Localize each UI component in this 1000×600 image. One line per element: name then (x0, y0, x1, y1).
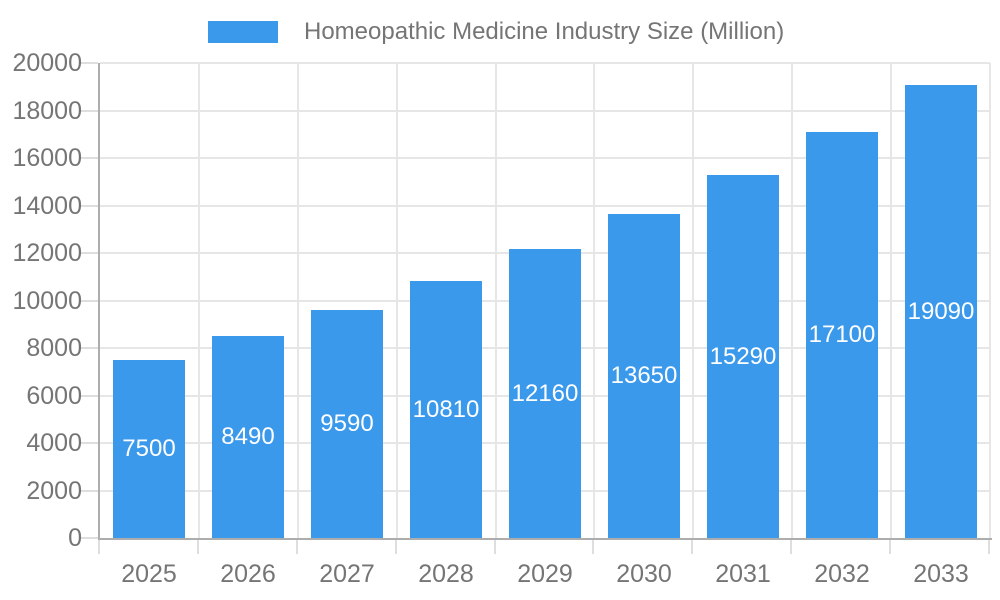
y-axis-tick (80, 442, 98, 444)
y-axis-tick (80, 205, 98, 207)
plot-area: 7500 8490 9590 10810 12160 13650 15290 17100 190… (100, 62, 991, 538)
x-axis-tick-label: 2025 (121, 560, 177, 588)
gridline-vertical (495, 63, 497, 538)
gridline-vertical (791, 63, 793, 538)
bar: 13650 (608, 214, 680, 538)
bar-value-label: 13650 (610, 362, 678, 389)
bar-value-label: 15290 (709, 342, 777, 370)
y-axis-line (98, 63, 100, 540)
x-axis-tick (889, 540, 891, 554)
legend-label: Homeopathic Medicine Industry Size (Mill… (304, 18, 785, 45)
y-axis-tick-label: 2000 (26, 477, 82, 505)
y-axis-tick-label: 6000 (26, 382, 82, 410)
bar: 19090 (905, 85, 977, 538)
x-axis-tick (988, 540, 990, 554)
y-axis-tick-label: 16000 (12, 144, 82, 172)
x-axis-tick (98, 540, 100, 554)
bar: 9590 (311, 310, 383, 538)
gridline-horizontal (100, 62, 990, 64)
gridline-horizontal (100, 205, 990, 207)
y-axis-tick-label: 10000 (12, 287, 82, 315)
y-axis-tick-label: 0 (68, 524, 82, 552)
bar-value-label: 17100 (808, 321, 876, 348)
x-axis-tick-label: 2033 (913, 560, 969, 588)
y-axis-tick-label: 4000 (26, 429, 82, 457)
gridline-horizontal (100, 110, 990, 112)
y-axis-tick-label: 18000 (12, 97, 82, 125)
x-axis-tick-label: 2026 (220, 560, 276, 588)
y-axis-tick (80, 62, 98, 64)
bar: 15290 (707, 175, 779, 538)
x-axis-tick-label: 2030 (616, 560, 672, 588)
bar-value-label: 8490 (221, 423, 275, 450)
y-axis-tick (80, 490, 98, 492)
bar: 7500 (113, 360, 185, 538)
bar-value-label: 19090 (907, 297, 975, 325)
x-axis-line (98, 538, 992, 540)
y-axis-tick (80, 347, 98, 349)
x-axis-tick (691, 540, 693, 554)
y-axis-tick-label: 20000 (12, 49, 82, 77)
y-axis-tick-label: 14000 (12, 192, 82, 220)
x-axis-tick (197, 540, 199, 554)
x-axis-tick-label: 2032 (814, 560, 870, 588)
y-axis-tick (80, 537, 98, 539)
bar: 17100 (806, 132, 878, 538)
legend-swatch (208, 21, 278, 43)
y-axis-tick (80, 252, 98, 254)
gridline-horizontal (100, 157, 990, 159)
bar-value-label: 7500 (122, 435, 176, 462)
y-axis-tick-label: 8000 (26, 334, 82, 362)
gridline-vertical (396, 63, 398, 538)
x-axis-tick (790, 540, 792, 554)
gridline-vertical (198, 63, 200, 538)
x-axis-tick (494, 540, 496, 554)
x-axis-tick (296, 540, 298, 554)
gridline-vertical (989, 63, 991, 538)
bar-value-label: 10810 (412, 395, 480, 423)
gridline-vertical (593, 63, 595, 538)
x-axis-tick (592, 540, 594, 554)
x-axis-tick-label: 2029 (517, 560, 573, 588)
x-axis-tick (395, 540, 397, 554)
y-axis-tick (80, 300, 98, 302)
y-axis-tick (80, 110, 98, 112)
x-axis-tick-label: 2028 (418, 560, 474, 588)
bar-value-label: 9590 (320, 410, 374, 437)
y-axis-tick-label: 12000 (12, 239, 82, 267)
bar: 10810 (410, 281, 482, 538)
bar-value-label: 12160 (511, 379, 579, 407)
bar: 8490 (212, 336, 284, 538)
y-axis-tick (80, 157, 98, 159)
gridline-vertical (890, 63, 892, 538)
legend: Homeopathic Medicine Industry Size (Mill… (0, 0, 1000, 56)
x-axis-tick-label: 2027 (319, 560, 375, 588)
x-axis-tick-label: 2031 (715, 560, 771, 588)
gridline-vertical (297, 63, 299, 538)
gridline-vertical (692, 63, 694, 538)
bar: 12160 (509, 249, 581, 538)
y-axis-tick (80, 395, 98, 397)
